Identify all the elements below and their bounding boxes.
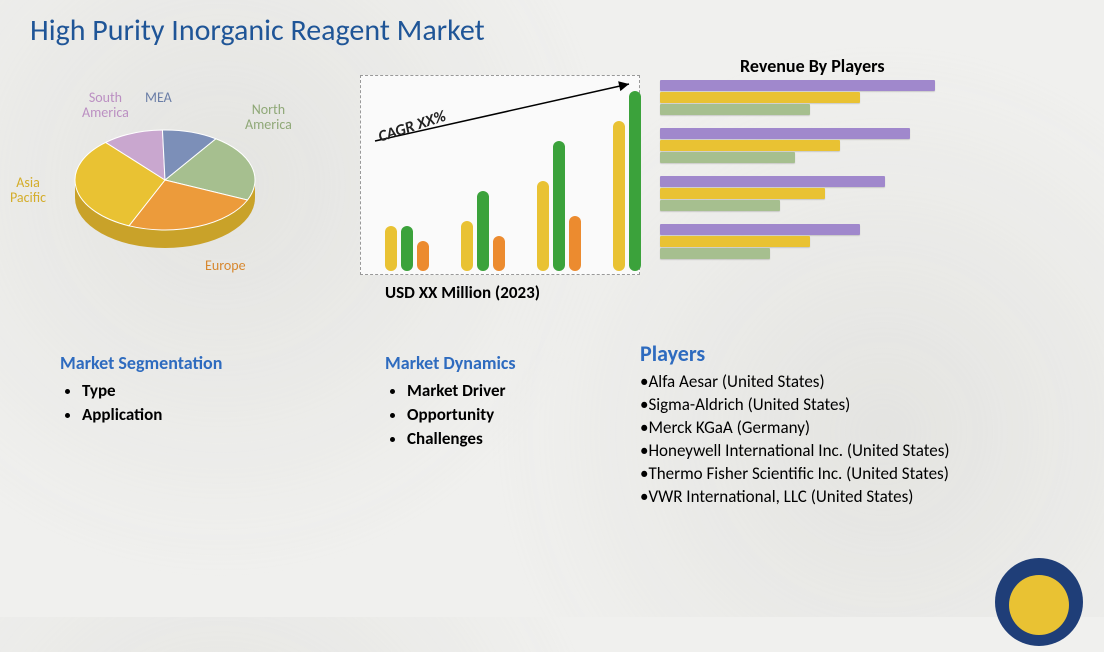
- players-list: •Alfa Aesar (United States)•Sigma-Aldric…: [640, 371, 950, 509]
- bar: [493, 236, 505, 271]
- hbar: [660, 248, 770, 259]
- hbar: [660, 128, 910, 139]
- list-item: Type: [82, 380, 222, 401]
- pie-label: SouthAmerica: [82, 90, 129, 121]
- bar-chart: CAGR XX%: [360, 75, 640, 275]
- hbar-title: Revenue By Players: [740, 55, 885, 77]
- list-item: Application: [82, 404, 222, 425]
- segmentation-list: Type Application: [60, 380, 222, 425]
- bar: [461, 221, 473, 271]
- player-item: •VWR International, LLC (United States): [640, 486, 950, 509]
- bar: [477, 191, 489, 271]
- bar-chart-caption: USD XX Million (2023): [385, 282, 540, 303]
- pie-label: Europe: [205, 258, 246, 273]
- player-item: •Sigma-Aldrich (United States): [640, 394, 950, 417]
- bar: [629, 91, 641, 271]
- list-item: Market Driver: [407, 380, 516, 401]
- hbar-row: [660, 176, 950, 212]
- dynamics-heading: Market Dynamics: [385, 352, 516, 374]
- list-item: Opportunity: [407, 404, 516, 425]
- bar: [613, 121, 625, 271]
- player-item: •Honeywell International Inc. (United St…: [640, 440, 950, 463]
- segmentation-heading: Market Segmentation: [60, 352, 222, 374]
- bar: [385, 226, 397, 271]
- hbar-row: [660, 128, 950, 164]
- pie-label: AsiaPacific: [10, 175, 46, 206]
- dynamics-list: Market Driver Opportunity Challenges: [385, 380, 516, 449]
- hbar: [660, 80, 935, 91]
- players-heading: Players: [640, 340, 950, 367]
- hbar: [660, 92, 860, 103]
- segmentation-section: Market Segmentation Type Application: [60, 352, 222, 428]
- bar: [401, 226, 413, 271]
- list-item: Challenges: [407, 428, 516, 449]
- dynamics-section: Market Dynamics Market Driver Opportunity…: [385, 352, 516, 452]
- pie-chart: NorthAmerica Europe AsiaPacific SouthAmeric…: [10, 80, 340, 280]
- hbar: [660, 152, 795, 163]
- player-item: •Thermo Fisher Scientific Inc. (United S…: [640, 463, 950, 486]
- hbar-row: [660, 224, 950, 260]
- bar-svg: [361, 76, 641, 276]
- hbar: [660, 176, 885, 187]
- bar: [553, 141, 565, 271]
- hbar: [660, 188, 825, 199]
- players-section: Players •Alfa Aesar (United States)•Sigm…: [640, 340, 950, 509]
- bar: [569, 216, 581, 271]
- bar: [537, 181, 549, 271]
- player-item: •Alfa Aesar (United States): [640, 371, 950, 394]
- hbar-chart: [660, 80, 950, 280]
- pie-label: NorthAmerica: [245, 102, 292, 133]
- hbar: [660, 200, 780, 211]
- hbar-row: [660, 80, 950, 116]
- hbar: [660, 236, 810, 247]
- bar: [417, 241, 429, 271]
- hbar: [660, 140, 840, 151]
- hbar: [660, 224, 860, 235]
- hbar: [660, 104, 810, 115]
- corner-logo-icon: [994, 557, 1084, 647]
- player-item: •Merck KGaA (Germany): [640, 417, 950, 440]
- page-title: High Purity Inorganic Reagent Market: [30, 12, 485, 49]
- pie-label: MEA: [145, 90, 172, 105]
